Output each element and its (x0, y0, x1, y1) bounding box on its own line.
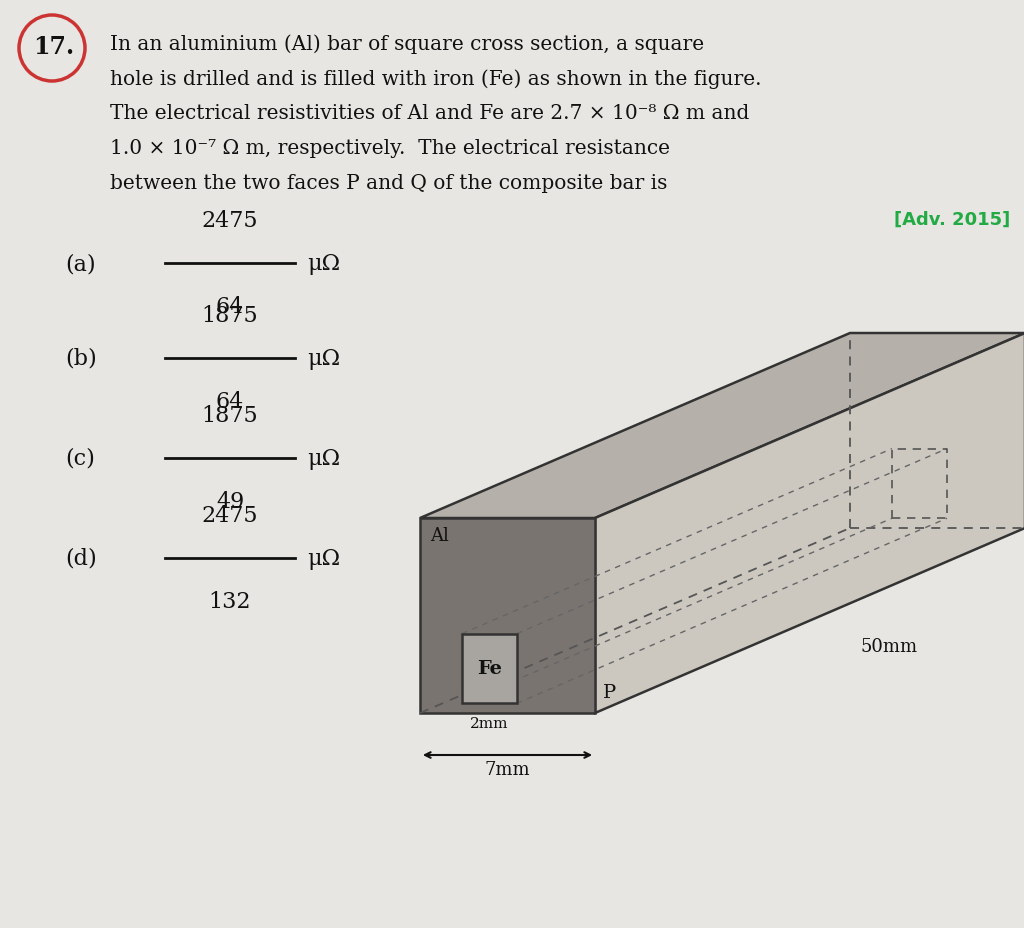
Text: (d): (d) (65, 548, 96, 570)
Polygon shape (595, 334, 1024, 714)
Text: 17.: 17. (34, 35, 75, 59)
Text: μΩ: μΩ (307, 252, 340, 275)
Text: In an aluminium (Al) bar of square cross section, a square: In an aluminium (Al) bar of square cross… (110, 34, 705, 54)
Text: 64: 64 (216, 296, 244, 317)
Text: 1.0 × 10⁻⁷ Ω m, respectively.  The electrical resistance: 1.0 × 10⁻⁷ Ω m, respectively. The electr… (110, 139, 670, 158)
Text: [Adv. 2015]: [Adv. 2015] (894, 211, 1010, 229)
Text: μΩ: μΩ (307, 447, 340, 470)
Text: Al: Al (430, 526, 449, 545)
Polygon shape (420, 519, 595, 714)
Text: μΩ: μΩ (307, 548, 340, 570)
Text: 50mm: 50mm (860, 637, 918, 655)
Text: 64: 64 (216, 391, 244, 413)
Text: between the two faces P and Q of the composite bar is: between the two faces P and Q of the com… (110, 174, 668, 193)
Bar (462, 634, 517, 703)
Text: P: P (603, 683, 616, 702)
Text: 132: 132 (209, 590, 251, 612)
Text: 7mm: 7mm (484, 760, 530, 779)
Text: hole is drilled and is filled with iron (Fe) as shown in the figure.: hole is drilled and is filled with iron … (110, 69, 762, 88)
Text: 2475: 2475 (202, 505, 258, 526)
Text: (b): (b) (65, 348, 96, 369)
Text: 49: 49 (216, 491, 244, 512)
Text: μΩ: μΩ (307, 348, 340, 369)
Text: (a): (a) (65, 252, 95, 275)
Text: 1875: 1875 (202, 405, 258, 427)
Text: Fe: Fe (477, 660, 502, 677)
Text: 2mm: 2mm (470, 716, 509, 730)
Polygon shape (420, 334, 1024, 519)
Text: (c): (c) (65, 447, 95, 470)
Text: The electrical resistivities of Al and Fe are 2.7 × 10⁻⁸ Ω m and: The electrical resistivities of Al and F… (110, 104, 750, 122)
Text: 1875: 1875 (202, 304, 258, 327)
Text: 2475: 2475 (202, 210, 258, 232)
